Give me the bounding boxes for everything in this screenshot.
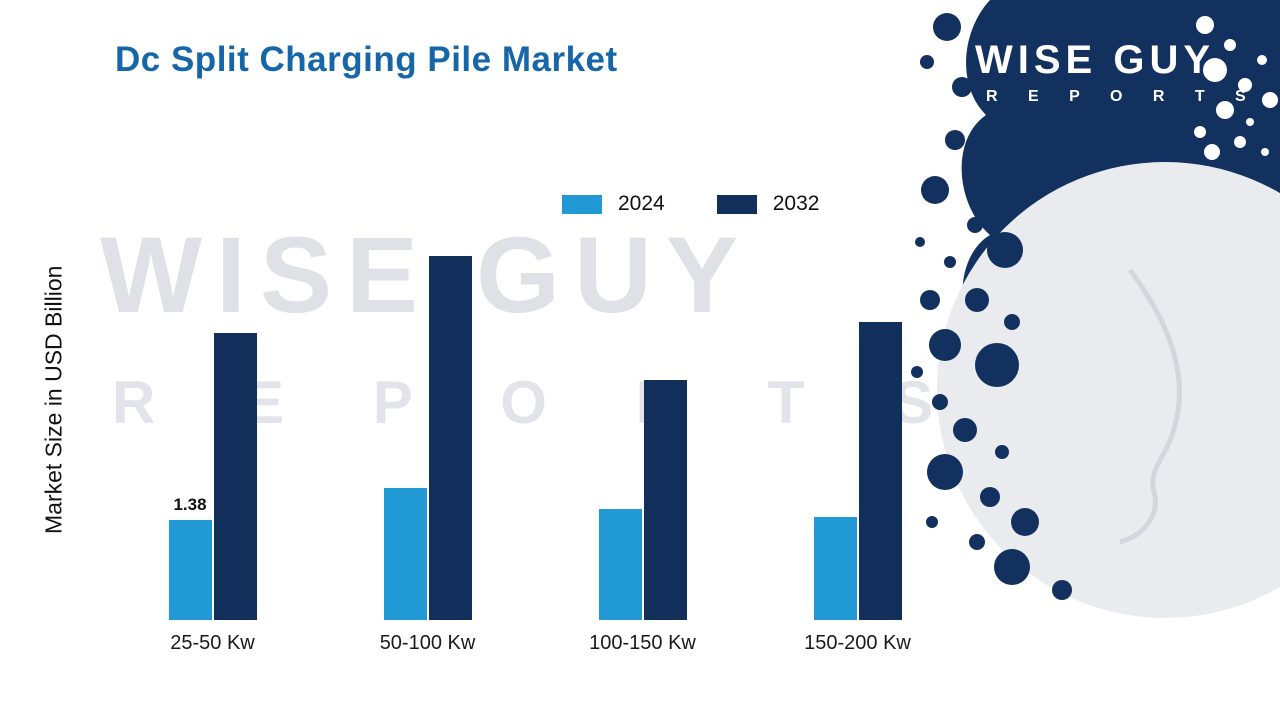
bar-2024-100-150-kw: [598, 509, 642, 620]
legend-swatch-2032: [716, 194, 757, 214]
x-axis-labels: 25-50 Kw 50-100 Kw 100-150 Kw 150-200 Kw: [105, 632, 965, 655]
bar-2024-150-200-kw: [813, 516, 857, 620]
logo-wiseguy: WISE GUY: [975, 38, 1216, 82]
bar-2032-100-150-kw: [643, 380, 687, 620]
bar-value-label: 1.38: [173, 494, 207, 514]
legend-swatch-2024: [562, 194, 602, 214]
x-axis-label: 150-200 Kw: [804, 632, 911, 654]
watermark-wiseguy: WISE GUY: [100, 214, 753, 335]
bar-group-50-100-kw: [320, 220, 535, 620]
legend: 2024 2032: [562, 192, 819, 216]
x-axis-label: 100-150 Kw: [589, 632, 696, 654]
legend-label: 2032: [772, 192, 820, 215]
page-title: Dc Split Charging Pile Market: [115, 40, 618, 79]
bar-group-100-150-kw: [535, 220, 750, 620]
bar-chart-plot-area: 1.38: [105, 220, 965, 620]
bar-2024-50-100-kw: [383, 487, 427, 620]
logo-reports: R E P O R T S: [986, 88, 1259, 105]
face-profile: [1119, 268, 1182, 545]
bar-2032-25-50-kw: [213, 332, 257, 620]
bar-2024-25-50-kw: 1.38: [168, 495, 212, 620]
bar-group-150-200-kw: [750, 220, 965, 620]
legend-item-2032: 2032: [716, 192, 820, 216]
face-circle: [937, 162, 1280, 618]
y-axis-title: Market Size in USD Billion: [40, 265, 67, 535]
bar-2032-50-100-kw: [428, 256, 472, 620]
x-axis-label: 25-50 Kw: [170, 632, 255, 654]
bar-group-25-50-kw: 1.38: [105, 220, 320, 620]
bar-2032-150-200-kw: [858, 321, 902, 620]
legend-item-2024: 2024: [562, 192, 665, 216]
x-axis-label: 50-100 Kw: [379, 632, 476, 654]
legend-label: 2024: [618, 192, 665, 215]
